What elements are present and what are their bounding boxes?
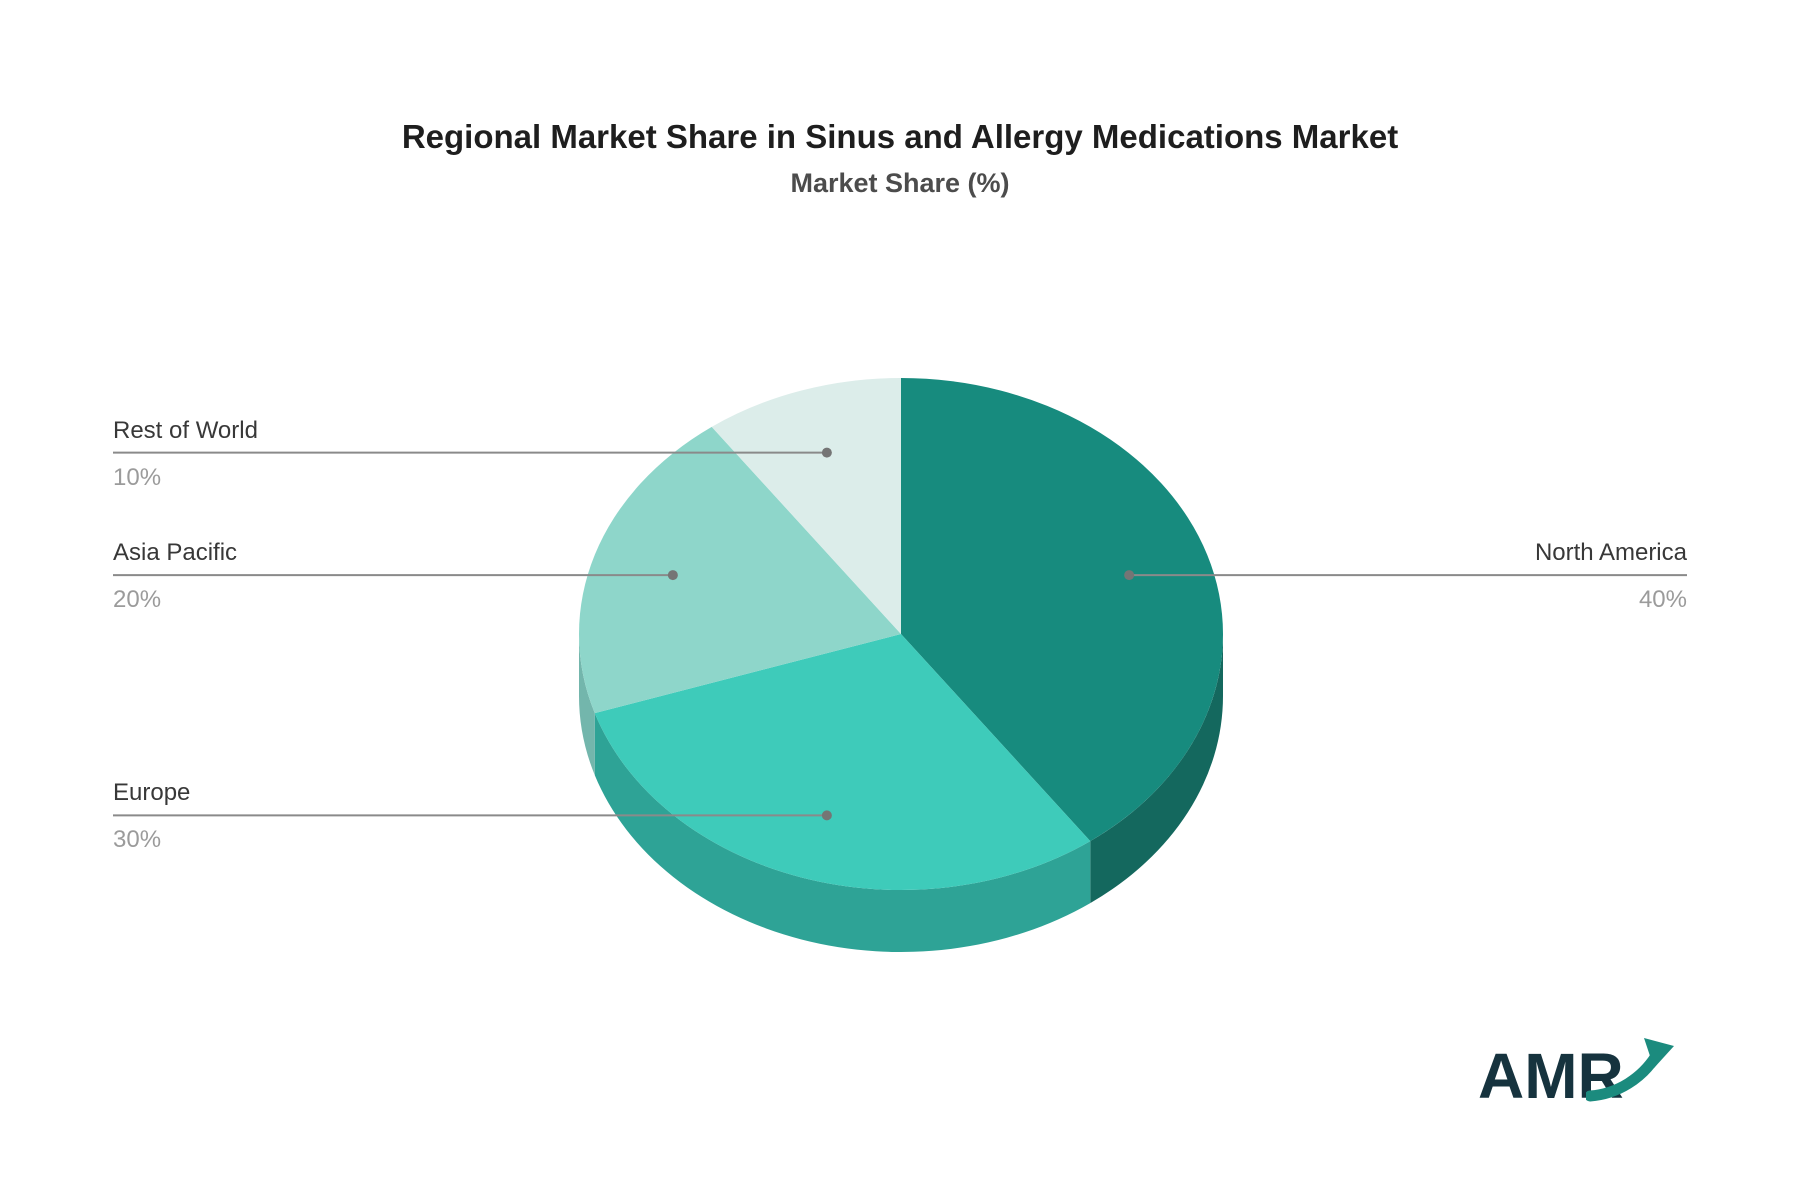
slice-value-asia-pacific: 20% (113, 586, 162, 613)
slice-value-europe: 30% (113, 826, 162, 853)
slice-label-asia-pacific: Asia Pacific (113, 539, 238, 566)
slice-label-rest-of-world: Rest of World (113, 417, 258, 444)
chart-title: Regional Market Share in Sinus and Aller… (401, 118, 1399, 155)
slice-value-north-america: 40% (1638, 586, 1687, 613)
brand-logo-arrow-icon (1586, 1038, 1674, 1102)
brand-logo: AMR (1478, 1036, 1678, 1116)
slice-value-rest-of-world: 10% (113, 464, 162, 491)
slice-label-north-america: North America (1534, 539, 1687, 566)
slice-label-europe: Europe (113, 779, 191, 806)
chart-subtitle: Market Share (%) (790, 168, 1010, 198)
